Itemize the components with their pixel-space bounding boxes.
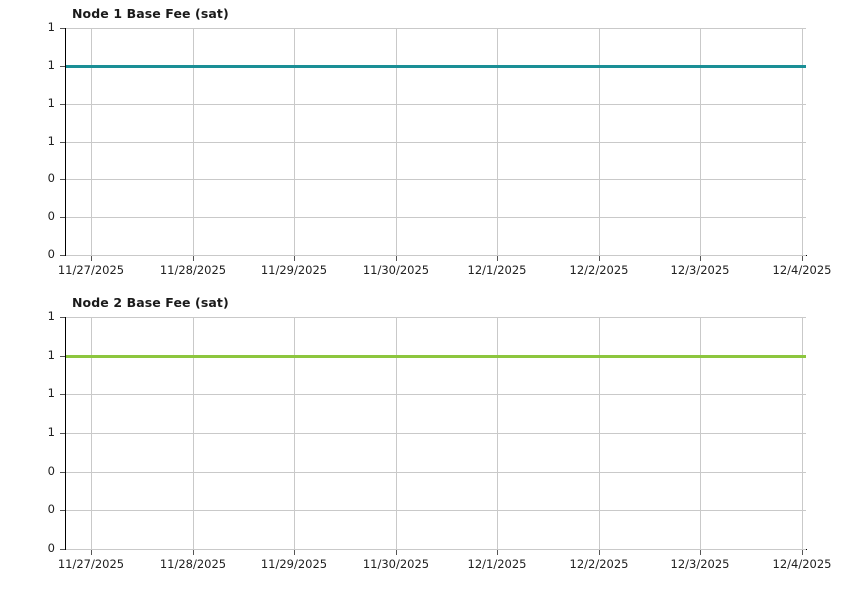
x-axis-tick <box>700 550 701 555</box>
y-axis-tick-label: 1 <box>47 348 55 362</box>
gridline-horizontal <box>66 28 806 29</box>
x-axis-tick <box>700 256 701 261</box>
y-axis-tick <box>60 317 65 318</box>
gridline-vertical <box>396 318 397 549</box>
gridline-vertical <box>497 318 498 549</box>
x-axis-tick-label: 12/1/2025 <box>467 263 527 277</box>
gridline-horizontal <box>66 472 806 473</box>
y-axis-tick-label: 1 <box>47 20 55 34</box>
x-axis-tick-label: 12/3/2025 <box>670 263 730 277</box>
x-axis-tick-label: 11/28/2025 <box>159 263 227 277</box>
y-axis-tick <box>60 433 65 434</box>
x-axis-tick <box>91 256 92 261</box>
x-axis-tick <box>599 550 600 555</box>
gridline-horizontal <box>66 142 806 143</box>
series-line-node1 <box>66 65 806 68</box>
y-axis-tick-label: 1 <box>47 134 55 148</box>
y-axis-tick <box>60 142 65 143</box>
y-axis-tick-label: 0 <box>47 541 55 555</box>
y-axis-tick <box>60 255 65 256</box>
y-axis-tick-label: 1 <box>47 96 55 110</box>
y-axis-tick <box>60 549 65 550</box>
gridline-vertical <box>193 318 194 549</box>
x-axis-tick <box>396 256 397 261</box>
x-axis-tick-label: 11/29/2025 <box>260 557 328 571</box>
y-axis-line-node1 <box>65 28 66 256</box>
y-axis-tick <box>60 394 65 395</box>
x-axis-tick-label: 12/4/2025 <box>772 263 832 277</box>
y-axis-tick <box>60 66 65 67</box>
gridline-horizontal <box>66 549 806 550</box>
gridline-vertical <box>294 29 295 255</box>
x-axis-tick <box>91 550 92 555</box>
y-axis-tick-label: 1 <box>47 309 55 323</box>
x-axis-tick-label: 11/29/2025 <box>260 263 328 277</box>
x-axis-tick-label: 11/28/2025 <box>159 557 227 571</box>
x-axis-tick-label: 12/2/2025 <box>569 263 629 277</box>
y-axis-tick <box>60 510 65 511</box>
y-axis-line-node2 <box>65 317 66 550</box>
y-axis-tick-label: 1 <box>47 425 55 439</box>
y-axis-tick <box>60 28 65 29</box>
y-axis-tick <box>60 179 65 180</box>
y-axis-tick-label: 0 <box>47 247 55 261</box>
gridline-vertical <box>91 318 92 549</box>
x-axis-tick <box>294 256 295 261</box>
chart-panel-node1: Node 1 Base Fee (sat) 1 1 1 1 0 0 0 11/27/2025 1… <box>0 0 860 290</box>
x-axis-tick <box>396 550 397 555</box>
gridline-vertical <box>599 318 600 549</box>
x-axis-tick-label: 12/2/2025 <box>569 557 629 571</box>
x-axis-tick <box>802 550 803 555</box>
gridline-horizontal <box>66 394 806 395</box>
y-axis-tick <box>60 217 65 218</box>
gridline-vertical <box>193 29 194 255</box>
x-axis-tick-label: 11/30/2025 <box>362 263 430 277</box>
gridline-vertical <box>91 29 92 255</box>
gridline-vertical <box>802 29 803 255</box>
gridline-horizontal <box>66 217 806 218</box>
x-axis-tick <box>802 256 803 261</box>
x-axis-tick <box>193 256 194 261</box>
y-axis-tick-label: 1 <box>47 58 55 72</box>
chart-title-node1: Node 1 Base Fee (sat) <box>72 6 229 21</box>
gridline-vertical <box>294 318 295 549</box>
gridline-horizontal <box>66 104 806 105</box>
gridline-vertical <box>802 318 803 549</box>
gridline-vertical <box>599 29 600 255</box>
y-axis-tick-label: 0 <box>47 171 55 185</box>
gridline-vertical <box>497 29 498 255</box>
gridline-horizontal <box>66 433 806 434</box>
y-axis-tick-label: 1 <box>47 386 55 400</box>
chart-panel-node2: Node 2 Base Fee (sat) 1 1 1 1 0 0 0 11/27/2025 1… <box>0 292 860 600</box>
y-axis-tick <box>60 472 65 473</box>
y-axis-tick <box>60 104 65 105</box>
gridline-horizontal <box>66 510 806 511</box>
gridline-horizontal <box>66 317 806 318</box>
gridline-horizontal <box>66 255 806 256</box>
x-axis-tick <box>193 550 194 555</box>
y-axis-tick-label: 0 <box>47 464 55 478</box>
gridline-horizontal <box>66 179 806 180</box>
x-axis-tick-label: 12/1/2025 <box>467 557 527 571</box>
gridline-vertical <box>396 29 397 255</box>
x-axis-tick-label: 11/27/2025 <box>57 557 125 571</box>
x-axis-tick <box>497 256 498 261</box>
y-axis-tick <box>60 356 65 357</box>
x-axis-tick-label: 12/4/2025 <box>772 557 832 571</box>
series-line-node2 <box>66 355 806 358</box>
x-axis-tick-label: 11/30/2025 <box>362 557 430 571</box>
gridline-vertical <box>700 29 701 255</box>
x-axis-tick-label: 11/27/2025 <box>57 263 125 277</box>
gridline-vertical <box>700 318 701 549</box>
y-axis-tick-label: 0 <box>47 209 55 223</box>
x-axis-tick <box>497 550 498 555</box>
chart-title-node2: Node 2 Base Fee (sat) <box>72 295 229 310</box>
x-axis-tick <box>599 256 600 261</box>
x-axis-tick-label: 12/3/2025 <box>670 557 730 571</box>
y-axis-tick-label: 0 <box>47 502 55 516</box>
x-axis-tick <box>294 550 295 555</box>
